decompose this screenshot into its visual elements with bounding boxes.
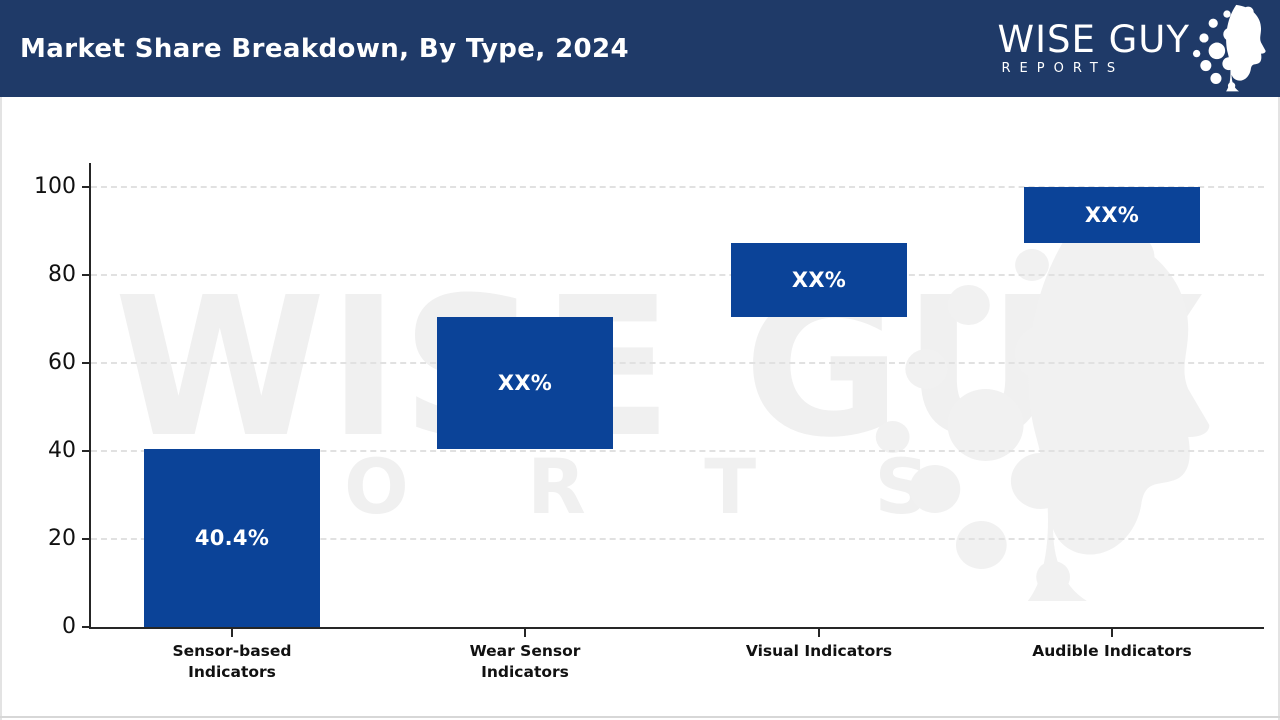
y-tick-label-0: 0: [62, 614, 76, 639]
bar-value-label: XX%: [791, 268, 847, 293]
gridline-40: [91, 450, 1264, 452]
x-category-label: Audible Indicators: [1032, 642, 1192, 660]
x-tick-4: [1111, 629, 1113, 637]
y-tick-label-100: 100: [34, 174, 76, 199]
gridline-100: [91, 186, 1264, 188]
bar-2: XX%: [437, 317, 613, 450]
bar-value-label: XX%: [1084, 202, 1140, 227]
x-category-label: Sensor-based Indicators: [172, 642, 292, 681]
x-axis: [89, 627, 1264, 629]
y-tick-label-60: 60: [48, 350, 76, 375]
watermark-wordmark: WISE GUY: [114, 257, 1203, 480]
y-tick-label-80: 80: [48, 262, 76, 287]
header-bar: Market Share Breakdown, By Type, 2024 WI…: [0, 0, 1280, 97]
x-category-label: Visual Indicators: [745, 642, 893, 660]
chart-area: WISE GUY P O R T S 0 20 40 60 80 100 40.4% Sens…: [0, 97, 1280, 720]
wise-guy-logo: WISE GUY REPORTS: [998, 3, 1270, 95]
logo-head-icon: [1192, 4, 1266, 91]
y-tick-0: [82, 626, 90, 628]
x-tick-3: [818, 629, 820, 637]
gridline-20: [91, 538, 1264, 540]
y-axis: [89, 163, 91, 629]
x-category-label: Wear Sensor Indicators: [469, 642, 581, 681]
y-tick-60: [82, 362, 90, 364]
page-title: Market Share Breakdown, By Type, 2024: [20, 33, 630, 64]
logo-wordmark: WISE GUY: [997, 18, 1190, 61]
y-tick-label-20: 20: [48, 526, 76, 551]
logo-text: WISE GUY REPORTS: [998, 21, 1190, 76]
gridline-60: [91, 362, 1264, 364]
bar-value-label: XX%: [497, 371, 553, 396]
logo-subtitle: REPORTS: [1001, 61, 1125, 76]
x-tick-2: [524, 629, 526, 637]
y-tick-80: [82, 274, 90, 276]
bar-4: XX%: [1024, 187, 1200, 243]
y-tick-40: [82, 450, 90, 452]
gridline-80: [91, 274, 1264, 276]
y-tick-20: [82, 538, 90, 540]
x-tick-1: [231, 629, 233, 637]
bar-3: XX%: [731, 242, 907, 318]
bar-value-label: 40.4%: [194, 526, 270, 551]
y-tick-label-40: 40: [48, 438, 76, 463]
y-tick-100: [82, 186, 90, 188]
bar-1: 40.4%: [144, 449, 320, 627]
